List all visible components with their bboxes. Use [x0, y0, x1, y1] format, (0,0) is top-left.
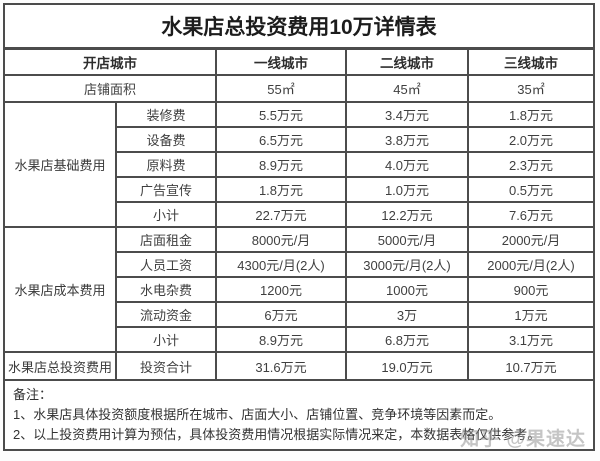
- value-cell: 7.6万元: [466, 201, 596, 228]
- investment-table: 水果店总投资费用10万详情表 开店城市 一线城市 二线城市 三线城市 店铺面积 …: [2, 3, 596, 451]
- table-row: 小计 8.9万元 6.8万元 3.1万元: [4, 326, 596, 353]
- item-label-cell: 设备费: [115, 126, 217, 153]
- column-header-tier2: 二线城市: [345, 47, 469, 76]
- column-header-city: 开店城市: [3, 47, 217, 76]
- value-cell: 5000元/月: [345, 226, 469, 253]
- table-row: 水电杂费 1200元 1000元 900元: [4, 276, 596, 303]
- table-row: 水果店总投资费用 投资合计 31.6万元 19.0万元 10.7万元: [3, 351, 596, 381]
- value-cell: 3.8万元: [345, 126, 469, 153]
- row-label-area: 店铺面积: [3, 74, 217, 103]
- group-label-total-investment: 水果店总投资费用: [3, 351, 117, 381]
- item-label-cell: 原料费: [115, 151, 217, 178]
- group-label-operating-costs: 水果店成本费用: [3, 226, 117, 353]
- value-cell: 10.7万元: [466, 351, 596, 381]
- table-row: 水果店总投资费用10万详情表: [2, 3, 596, 50]
- value-cell: 19.0万元: [345, 351, 469, 381]
- value-cell: 900元: [466, 276, 596, 303]
- value-cell: 1.8万元: [466, 101, 596, 128]
- table-row: 原料费 8.9万元 4.0万元 2.3万元: [4, 151, 596, 178]
- column-header-tier3: 三线城市: [466, 47, 596, 76]
- value-cell: 3万: [345, 301, 469, 328]
- value-cell: 4300元/月(2人): [215, 251, 347, 278]
- notes-heading: 备注：: [13, 387, 53, 402]
- value-cell: 8.9万元: [215, 151, 347, 178]
- value-cell: 31.6万元: [215, 351, 347, 381]
- group-label-basic-costs: 水果店基础费用: [3, 101, 117, 228]
- value-cell: 0.5万元: [466, 176, 596, 203]
- table-row: 开店城市 一线城市 二线城市 三线城市: [3, 47, 596, 76]
- value-cell: 55㎡: [215, 74, 347, 103]
- value-cell: 35㎡: [466, 74, 596, 103]
- value-cell: 8.9万元: [215, 326, 347, 353]
- value-cell: 6.5万元: [215, 126, 347, 153]
- value-cell: 3.1万元: [466, 326, 596, 353]
- page-title: 水果店总投资费用10万详情表: [2, 3, 596, 50]
- value-cell: 6万元: [215, 301, 347, 328]
- table-row: 备注： 1、水果店具体投资额度根据所在城市、店面大小、店铺位置、竞争环境等因素而…: [2, 379, 596, 451]
- table-row: 设备费 6.5万元 3.8万元 2.0万元: [4, 126, 596, 153]
- item-label-cell: 投资合计: [115, 351, 217, 381]
- value-cell: 1万元: [466, 301, 596, 328]
- table-row: 流动资金 6万元 3万 1万元: [4, 301, 596, 328]
- value-cell: 3.4万元: [345, 101, 469, 128]
- item-label-cell: 小计: [115, 326, 217, 353]
- value-cell: 1.8万元: [215, 176, 347, 203]
- value-cell: 4.0万元: [345, 151, 469, 178]
- column-header-tier1: 一线城市: [215, 47, 347, 76]
- table-row: 店铺面积 55㎡ 45㎡ 35㎡: [3, 74, 596, 103]
- notes-cell: 备注： 1、水果店具体投资额度根据所在城市、店面大小、店铺位置、竞争环境等因素而…: [2, 379, 596, 451]
- value-cell: 3000元/月(2人): [345, 251, 469, 278]
- value-cell: 45㎡: [345, 74, 469, 103]
- value-cell: 2000元/月(2人): [466, 251, 596, 278]
- table-row: 广告宣传 1.8万元 1.0万元 0.5万元: [4, 176, 596, 203]
- value-cell: 2000元/月: [466, 226, 596, 253]
- value-cell: 2.0万元: [466, 126, 596, 153]
- value-cell: 22.7万元: [215, 201, 347, 228]
- table-row: 水果店基础费用 装修费 5.5万元 3.4万元 1.8万元: [3, 101, 596, 228]
- note-line-1: 1、水果店具体投资额度根据所在城市、店面大小、店铺位置、竞争环境等因素而定。: [13, 407, 502, 422]
- value-cell: 1000元: [345, 276, 469, 303]
- value-cell: 6.8万元: [345, 326, 469, 353]
- item-label-cell: 小计: [115, 201, 217, 228]
- value-cell: 1.0万元: [345, 176, 469, 203]
- value-cell: 12.2万元: [345, 201, 469, 228]
- table-row: 小计 22.7万元 12.2万元 7.6万元: [4, 201, 596, 228]
- item-label-cell: 店面租金: [115, 226, 217, 253]
- item-label-cell: 水电杂费: [115, 276, 217, 303]
- item-label-cell: 人员工资: [115, 251, 217, 278]
- value-cell: 5.5万元: [215, 101, 347, 128]
- item-label-cell: 装修费: [115, 101, 217, 128]
- value-cell: 2.3万元: [466, 151, 596, 178]
- table-row: 人员工资 4300元/月(2人) 3000元/月(2人) 2000元/月(2人): [4, 251, 596, 278]
- value-cell: 8000元/月: [215, 226, 347, 253]
- item-label-cell: 流动资金: [115, 301, 217, 328]
- note-line-2: 2、以上投资费用计算为预估，具体投资费用情况根据实际情况来定，本数据表格仅供参考…: [13, 427, 541, 442]
- item-label-cell: 广告宣传: [115, 176, 217, 203]
- table-row: 水果店成本费用 店面租金 8000元/月 5000元/月 2000元/月: [3, 226, 596, 353]
- value-cell: 1200元: [215, 276, 347, 303]
